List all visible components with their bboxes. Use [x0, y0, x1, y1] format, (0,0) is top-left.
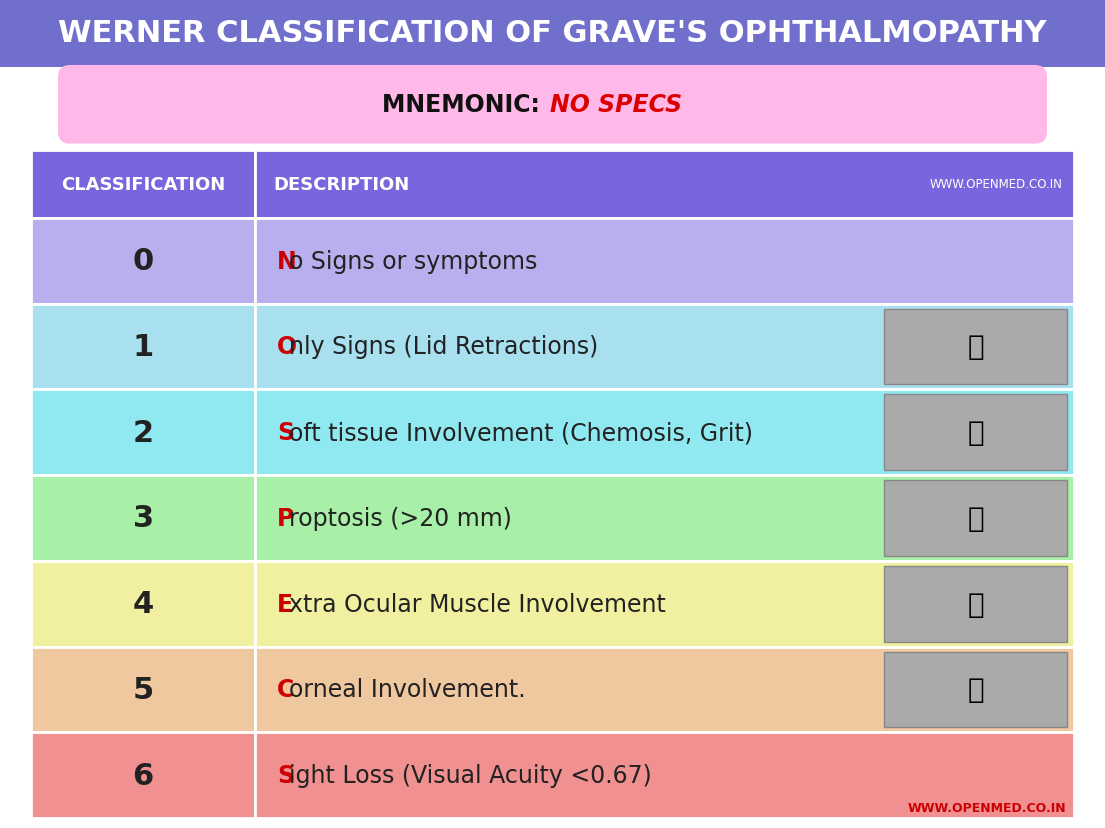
Text: P: P [277, 506, 295, 530]
Text: 6: 6 [133, 761, 154, 790]
Bar [255, 647, 1074, 733]
Text: S: S [277, 763, 294, 787]
Text: o Signs or symptoms: o Signs or symptoms [288, 249, 537, 273]
Text: DESCRIPTION: DESCRIPTION [273, 176, 410, 194]
Text: 👁: 👁 [967, 590, 983, 618]
Text: orneal Involvement.: orneal Involvement. [288, 677, 525, 701]
Bar [0, 0, 1105, 68]
Bar [255, 219, 1074, 304]
Text: 👁: 👁 [967, 333, 983, 361]
Text: NO SPECS: NO SPECS [550, 94, 683, 117]
Text: 5: 5 [133, 675, 154, 704]
Bar [31, 561, 255, 647]
Bar [31, 151, 255, 219]
Text: ight Loss (Visual Acuity <0.67): ight Loss (Visual Acuity <0.67) [288, 763, 652, 787]
Bar [31, 304, 255, 390]
Text: WERNER CLASSIFICATION OF GRAVE'S OPHTHALMOPATHY: WERNER CLASSIFICATION OF GRAVE'S OPHTHAL… [59, 20, 1046, 48]
Bar [255, 390, 1074, 475]
Text: 👁: 👁 [967, 676, 983, 704]
Text: C: C [277, 677, 294, 701]
Bar [884, 566, 1067, 642]
Text: oft tissue Involvement (Chemosis, Grit): oft tissue Involvement (Chemosis, Grit) [288, 421, 753, 445]
Bar [884, 652, 1067, 727]
Text: nly Signs (Lid Retractions): nly Signs (Lid Retractions) [288, 335, 598, 359]
Text: E: E [277, 592, 293, 616]
Text: S: S [277, 421, 294, 445]
Bar [884, 309, 1067, 385]
Text: 0: 0 [133, 247, 154, 276]
Text: 👁: 👁 [967, 419, 983, 446]
Text: WWW.OPENMED.CO.IN: WWW.OPENMED.CO.IN [929, 178, 1062, 191]
Text: 1: 1 [133, 333, 154, 362]
Bar [884, 395, 1067, 470]
Bar [255, 561, 1074, 647]
Bar [0, 68, 1105, 142]
Bar [255, 151, 1074, 219]
Text: MNEMONIC:: MNEMONIC: [382, 94, 548, 117]
Text: 4: 4 [133, 590, 154, 619]
Text: 👁: 👁 [967, 504, 983, 532]
Bar [31, 390, 255, 475]
Bar [255, 475, 1074, 561]
Text: WWW.OPENMED.CO.IN: WWW.OPENMED.CO.IN [907, 801, 1066, 814]
FancyBboxPatch shape [57, 66, 1048, 144]
Text: xtra Ocular Muscle Involvement: xtra Ocular Muscle Involvement [288, 592, 665, 616]
Text: 2: 2 [133, 418, 154, 447]
Text: roptosis (>20 mm): roptosis (>20 mm) [288, 506, 512, 530]
Bar [31, 219, 255, 304]
Text: CLASSIFICATION: CLASSIFICATION [61, 176, 225, 194]
Text: O: O [277, 335, 297, 359]
Bar [31, 475, 255, 561]
Bar [31, 733, 255, 818]
Bar [255, 733, 1074, 818]
Text: 3: 3 [133, 503, 154, 532]
Text: N: N [277, 249, 297, 273]
Bar [255, 304, 1074, 390]
Bar [884, 480, 1067, 556]
Bar [31, 647, 255, 733]
